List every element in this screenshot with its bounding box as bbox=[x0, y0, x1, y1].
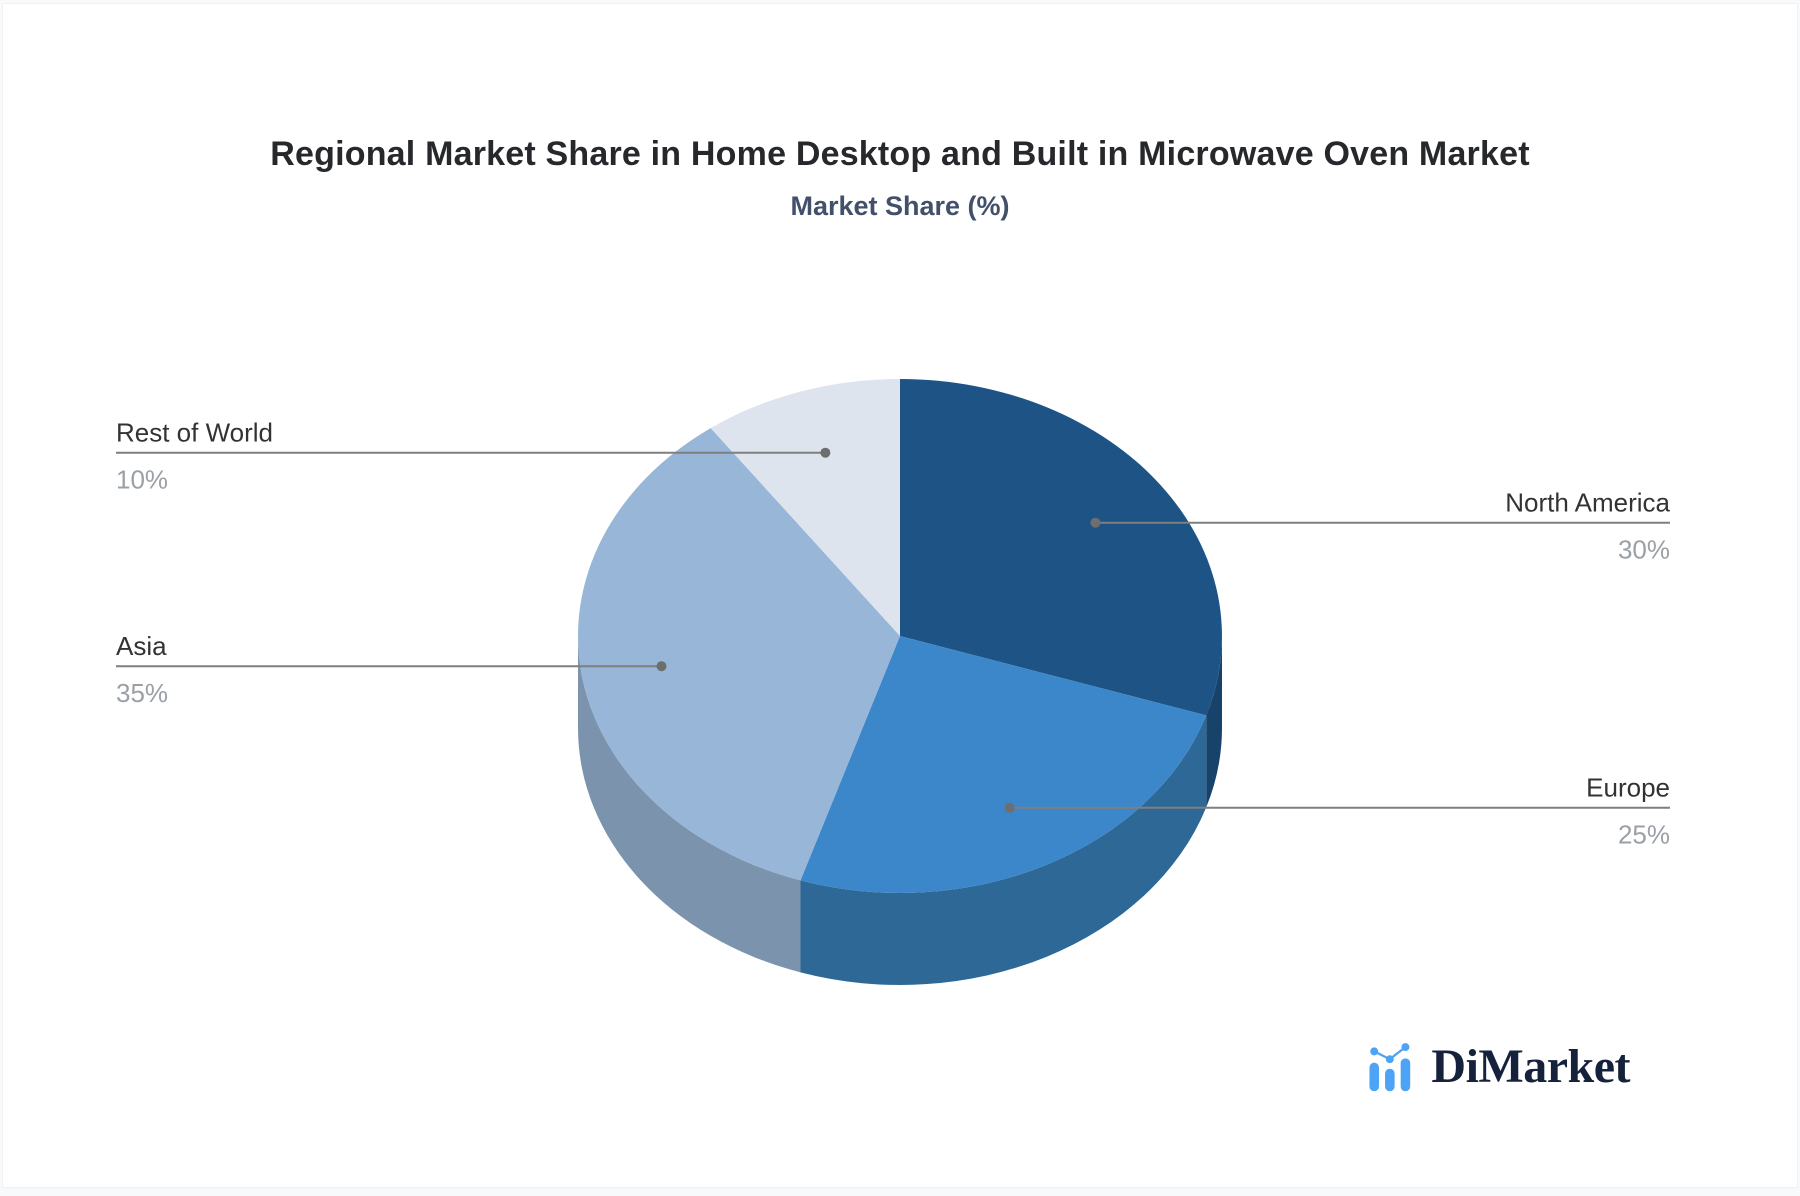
callout-label-europe: Europe bbox=[1586, 773, 1670, 803]
pie-slice-side-asia bbox=[578, 636, 801, 973]
callout-label-rest-of-world: Rest of World bbox=[116, 418, 273, 448]
chart-title: Regional Market Share in Home Desktop an… bbox=[270, 135, 1530, 173]
callout-dot-asia bbox=[656, 661, 667, 672]
callout-label-north-america: North America bbox=[1505, 488, 1670, 518]
callout-value-rest-of-world: 10% bbox=[116, 465, 168, 495]
bar-line-chart-icon bbox=[1369, 1043, 1411, 1092]
pie-slice-rest-of-world[interactable] bbox=[710, 379, 900, 636]
brand-logo: DiMarket bbox=[1366, 1038, 1630, 1096]
callout-dot-rest-of-world bbox=[820, 447, 831, 458]
callout-value-europe: 25% bbox=[1618, 820, 1670, 850]
pie-slice-side-europe bbox=[800, 715, 1207, 985]
callout-dot-north-america bbox=[1090, 517, 1101, 528]
brand-name: DiMarket bbox=[1431, 1040, 1630, 1093]
callout-label-asia: Asia bbox=[116, 631, 167, 661]
pie-slice-side-north-america bbox=[1206, 636, 1222, 808]
callout-dot-europe bbox=[1004, 802, 1015, 813]
callout-value-asia: 35% bbox=[116, 678, 168, 708]
pie-slice-north-america[interactable] bbox=[900, 379, 1222, 716]
chart-subtitle: Market Share (%) bbox=[790, 191, 1010, 221]
pie-slice-asia[interactable] bbox=[578, 428, 900, 881]
callout-value-north-america: 30% bbox=[1618, 535, 1670, 565]
pie-slice-europe[interactable] bbox=[800, 636, 1207, 893]
